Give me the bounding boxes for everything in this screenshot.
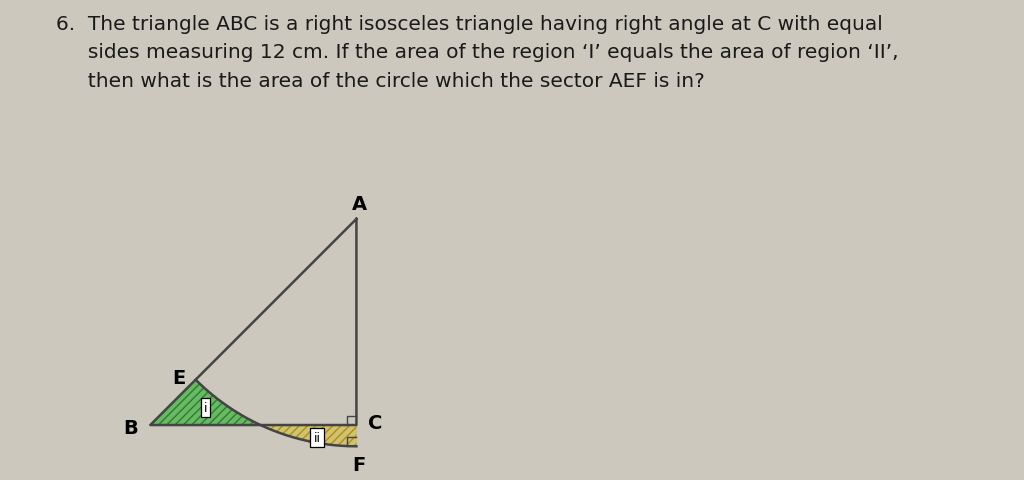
Polygon shape	[151, 380, 260, 425]
Text: ii: ii	[313, 431, 321, 444]
Text: i: i	[204, 401, 207, 414]
Text: B: B	[124, 418, 138, 437]
Text: A: A	[351, 194, 367, 214]
Polygon shape	[260, 425, 356, 446]
Text: E: E	[172, 368, 185, 387]
Text: 6.  The triangle ABC is a right isosceles triangle having right angle at C with : 6. The triangle ABC is a right isosceles…	[56, 14, 899, 91]
Text: C: C	[368, 413, 382, 432]
Text: F: F	[352, 455, 366, 474]
